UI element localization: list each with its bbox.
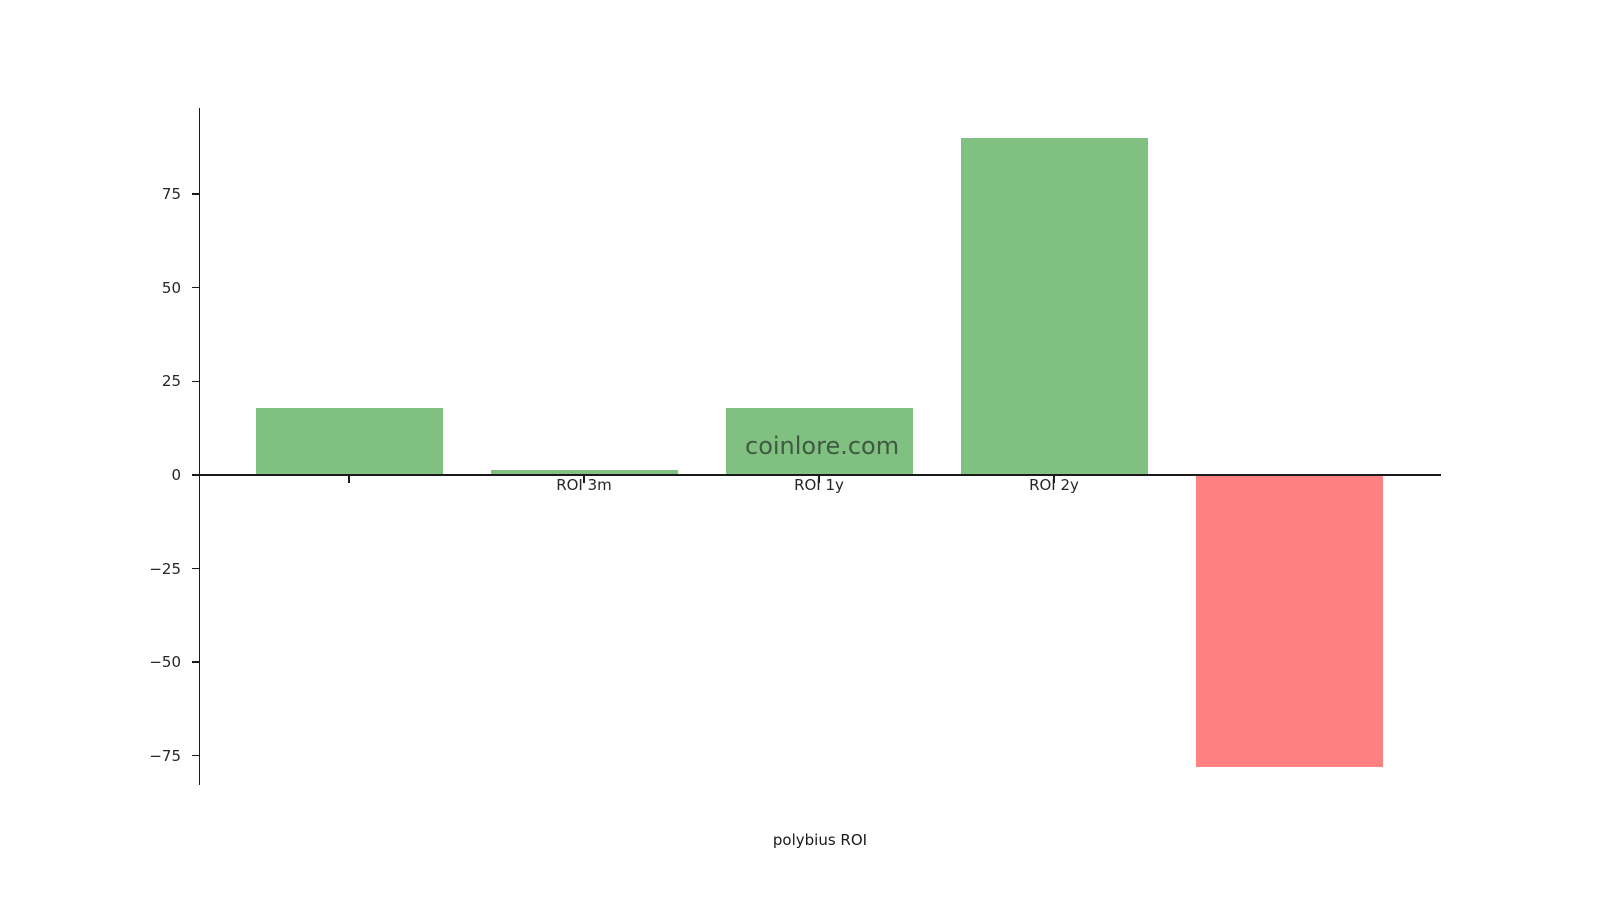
watermark-text: coinlore.com bbox=[745, 432, 900, 460]
x-tick-mark bbox=[583, 474, 585, 484]
y-tick-mark bbox=[191, 661, 199, 663]
x-tick-label: ROI 1y bbox=[794, 475, 844, 494]
y-tick-label: −75 bbox=[149, 746, 181, 765]
y-axis-spine bbox=[198, 108, 200, 785]
y-tick-label: 0 bbox=[171, 465, 181, 484]
x-axis-line bbox=[200, 474, 1441, 476]
y-tick-mark bbox=[191, 287, 199, 289]
bar-roi-3m bbox=[490, 470, 678, 475]
y-tick-mark bbox=[191, 193, 199, 195]
y-tick-mark bbox=[191, 755, 199, 757]
y-tick-label: 50 bbox=[161, 278, 181, 297]
bar-roi-1y bbox=[725, 407, 913, 475]
x-axis-title: polybius ROI bbox=[772, 831, 868, 849]
y-tick-mark bbox=[191, 567, 199, 570]
y-tick-label: −50 bbox=[149, 653, 181, 672]
y-tick-mark bbox=[191, 474, 199, 476]
y-tick-label: −25 bbox=[149, 559, 181, 578]
x-tick-mark bbox=[1053, 474, 1055, 484]
x-tick-label: ROI 2y bbox=[1029, 475, 1079, 494]
x-tick-mark bbox=[348, 474, 350, 484]
x-tick-label: ROI 3m bbox=[556, 475, 612, 494]
x-tick-mark bbox=[818, 474, 820, 484]
y-tick-label: 25 bbox=[161, 372, 181, 391]
bar-roi-4 bbox=[1195, 474, 1383, 768]
bar-roi-2y bbox=[960, 137, 1148, 475]
y-tick-label: 75 bbox=[161, 185, 181, 204]
bar-roi-0 bbox=[255, 407, 443, 475]
y-tick-mark bbox=[191, 380, 199, 383]
